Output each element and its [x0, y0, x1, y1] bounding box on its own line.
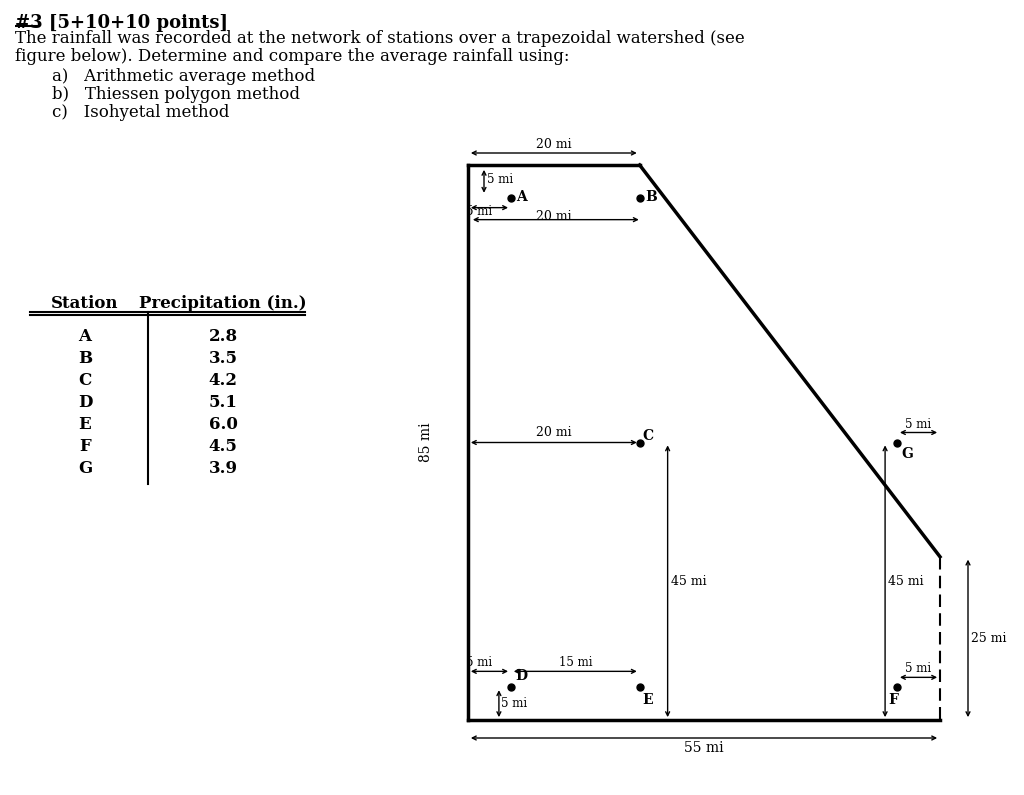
- Text: A: A: [516, 190, 526, 204]
- Text: a)   Arithmetic average method: a) Arithmetic average method: [52, 68, 315, 85]
- Text: Station: Station: [51, 295, 119, 312]
- Text: B: B: [646, 190, 657, 204]
- Text: Precipitation (in.): Precipitation (in.): [139, 295, 307, 312]
- Text: figure below). Determine and compare the average rainfall using:: figure below). Determine and compare the…: [15, 48, 569, 65]
- Text: 3.9: 3.9: [209, 460, 238, 477]
- Text: b)   Thiessen polygon method: b) Thiessen polygon method: [52, 86, 300, 103]
- Text: 25 mi: 25 mi: [971, 632, 1007, 645]
- Text: 20 mi: 20 mi: [536, 210, 571, 223]
- Text: 5 mi: 5 mi: [466, 204, 493, 218]
- Text: 2.8: 2.8: [209, 328, 238, 345]
- Text: c)   Isohyetal method: c) Isohyetal method: [52, 104, 229, 121]
- Text: C: C: [643, 429, 653, 443]
- Text: #3 [5+10+10 points]: #3 [5+10+10 points]: [15, 14, 228, 32]
- Text: B: B: [78, 350, 92, 367]
- Text: D: D: [78, 394, 92, 411]
- Text: 20 mi: 20 mi: [536, 138, 571, 151]
- Text: 45 mi: 45 mi: [888, 575, 924, 588]
- Text: 5 mi: 5 mi: [466, 657, 493, 669]
- Text: 85 mi: 85 mi: [419, 423, 433, 463]
- Text: 6.0: 6.0: [209, 416, 238, 433]
- Text: 20 mi: 20 mi: [536, 426, 571, 440]
- Text: F: F: [888, 693, 898, 708]
- Text: 5 mi: 5 mi: [501, 697, 527, 710]
- Text: 5 mi: 5 mi: [905, 662, 932, 676]
- Text: D: D: [515, 669, 527, 684]
- Text: The rainfall was recorded at the network of stations over a trapezoidal watershe: The rainfall was recorded at the network…: [15, 30, 744, 47]
- Text: 5 mi: 5 mi: [487, 173, 513, 186]
- Text: 5.1: 5.1: [209, 394, 238, 411]
- Text: E: E: [79, 416, 91, 433]
- Text: 55 mi: 55 mi: [684, 741, 724, 755]
- Text: G: G: [78, 460, 92, 477]
- Text: G: G: [901, 447, 913, 460]
- Text: 45 mi: 45 mi: [671, 575, 707, 588]
- Text: 3.5: 3.5: [209, 350, 238, 367]
- Text: 15 mi: 15 mi: [558, 657, 592, 669]
- Text: 4.2: 4.2: [209, 372, 238, 389]
- Text: 5 mi: 5 mi: [905, 417, 932, 431]
- Text: E: E: [643, 693, 653, 708]
- Text: F: F: [79, 438, 91, 455]
- Text: C: C: [79, 372, 91, 389]
- Text: 4.5: 4.5: [209, 438, 238, 455]
- Text: A: A: [79, 328, 91, 345]
